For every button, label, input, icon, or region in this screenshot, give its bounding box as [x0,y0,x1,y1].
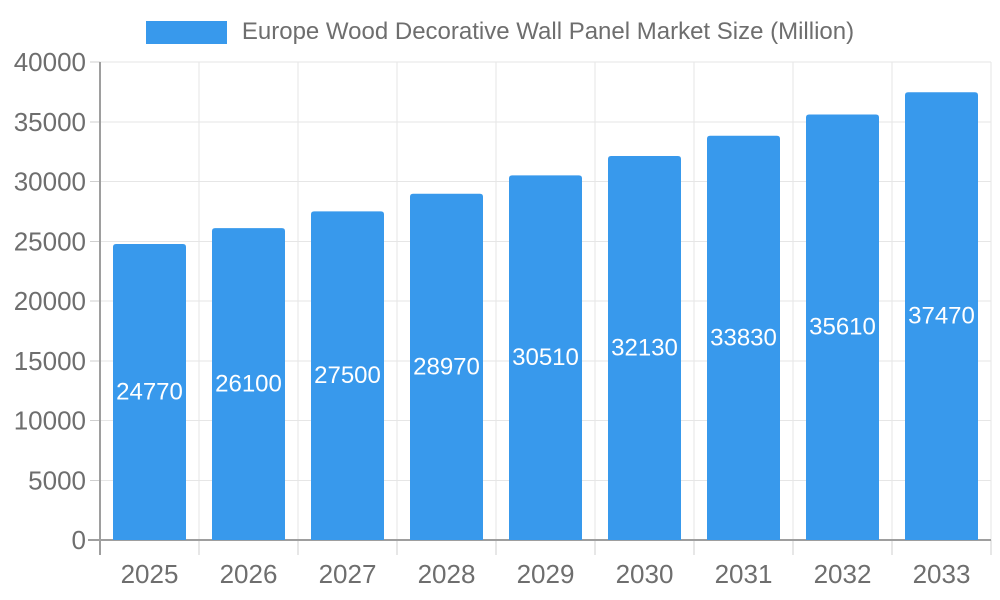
y-tick-label: 25000 [14,226,86,256]
bar-value-label: 33830 [710,324,777,351]
y-tick-label: 0 [72,525,86,555]
y-tick-label: 10000 [14,406,86,436]
bar-2028[interactable] [410,193,483,540]
y-tick-label: 30000 [14,167,86,197]
y-tick-label: 40000 [14,47,86,77]
y-tick-label: 5000 [28,465,86,495]
bar-2030[interactable] [608,156,681,540]
y-tick-label: 20000 [14,286,86,316]
x-tick-label: 2030 [616,559,674,589]
bar-value-label: 30510 [512,344,579,371]
x-tick-label: 2025 [121,559,179,589]
bar-value-label: 27500 [314,362,381,389]
bar-value-label: 26100 [215,371,282,398]
x-tick-label: 2031 [715,559,773,589]
x-tick-label: 2026 [220,559,278,589]
x-tick-label: 2028 [418,559,476,589]
bar-value-label: 32130 [611,335,678,362]
bar-value-label: 28970 [413,353,480,380]
bar-2026[interactable] [212,228,285,541]
bar-2025[interactable] [113,243,186,540]
x-tick-label: 2029 [517,559,575,589]
x-tick-label: 2032 [814,559,872,589]
legend-item[interactable]: Europe Wood Decorative Wall Panel Market… [0,18,1000,46]
bar-2027[interactable] [311,211,384,540]
legend-swatch [145,20,227,44]
bar-2029[interactable] [509,175,582,540]
x-tick-label: 2027 [319,559,377,589]
y-tick-label: 15000 [14,346,86,376]
bar-2032[interactable] [806,114,879,540]
bar-value-label: 24770 [116,378,183,405]
y-tick-label: 35000 [14,107,86,137]
legend-label: Europe Wood Decorative Wall Panel Market… [241,18,855,45]
x-tick-label: 2033 [913,559,971,589]
bar-2033[interactable] [905,92,978,541]
bar-2031[interactable] [707,135,780,540]
bar-value-label: 35610 [809,314,876,341]
bar-value-label: 37470 [908,303,975,330]
